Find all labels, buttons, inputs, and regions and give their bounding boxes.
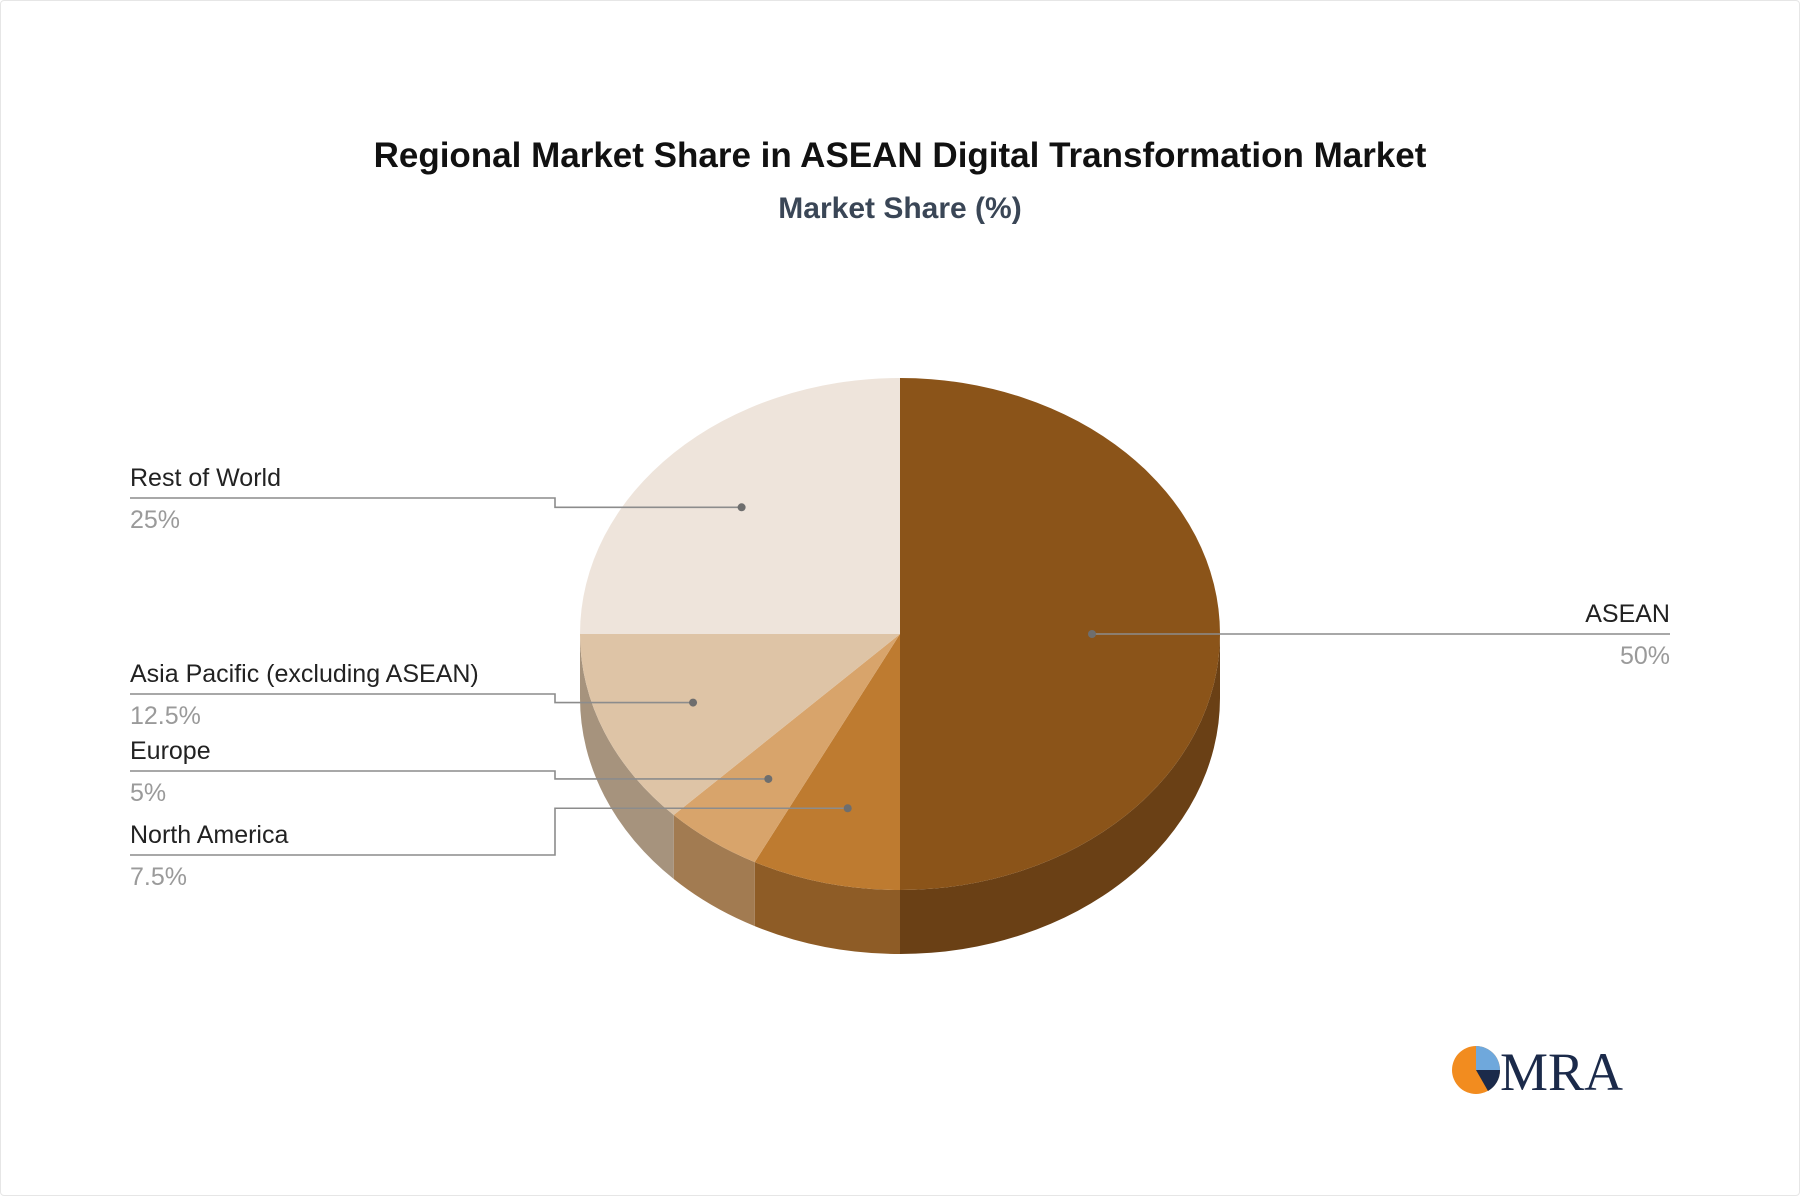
pie-slice-north-america <box>754 634 900 890</box>
chart-subtitle: Market Share (%) <box>778 192 1022 225</box>
pie-slice-europe <box>673 634 900 863</box>
leader-line-rest-of-world <box>130 497 742 509</box>
leader-line-north-america <box>130 807 848 856</box>
leader-line-europe <box>130 770 769 780</box>
slice-labels: ASEAN 50% North America 7.5% Europe 5% Asia Pa… <box>130 464 1670 891</box>
mra-logo: MRA <box>1448 1040 1648 1102</box>
chart-title: Regional Market Share in ASEAN Digital T… <box>373 136 1427 175</box>
pie-side-asean <box>900 634 1220 954</box>
logo-text: MRA <box>1500 1042 1623 1100</box>
logo-blue-wedge <box>1476 1046 1500 1070</box>
pie-slices <box>580 378 1220 890</box>
leader-lines <box>130 497 1670 856</box>
label-asean: ASEAN <box>1585 600 1670 628</box>
pie-side-north-america <box>754 862 900 954</box>
value-label-asean: 50% <box>1620 642 1670 670</box>
label-rest-of-world: Rest of World <box>130 464 281 492</box>
leader-dot-asean <box>1088 630 1096 638</box>
pie-slice-asia-pacific-excluding-asean <box>580 634 900 816</box>
leader-dot-north-america <box>843 804 852 813</box>
leader-dot-rest-of-world <box>737 503 746 512</box>
leader-dot-asia-pacific-excluding-asean <box>689 698 698 707</box>
mra-logo-mark: MRA <box>1452 1042 1623 1102</box>
label-north-america: North America <box>130 821 288 849</box>
label-asia-pacific-excluding-asean: Asia Pacific (excluding ASEAN) <box>130 660 479 688</box>
leader-dot-europe <box>764 774 773 783</box>
value-label-rest-of-world: 25% <box>130 506 180 534</box>
pie-side-europe <box>673 815 755 927</box>
logo-navy-wedge <box>1476 1070 1501 1091</box>
value-label-asia-pacific-excluding-asean: 12.5% <box>130 702 201 730</box>
pie-sides <box>580 634 1220 954</box>
value-label-north-america: 7.5% <box>130 863 187 891</box>
label-europe: Europe <box>130 737 211 765</box>
value-label-europe: 5% <box>130 779 166 807</box>
pie-side-asia-pacific-excluding-asean <box>580 634 674 880</box>
pie-slice-asean <box>900 378 1220 890</box>
leader-line-asia-pacific-excluding-asean <box>130 693 694 704</box>
